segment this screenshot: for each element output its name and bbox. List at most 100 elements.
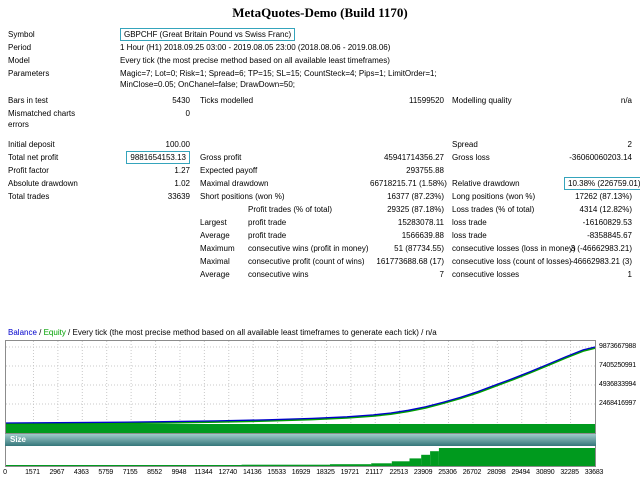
balance-equity-chart: Balance / Equity / Every tick (the most … <box>3 327 638 478</box>
row-value-3: 4314 (12.82%) <box>579 205 632 214</box>
row-label-2: Gross profit <box>200 153 242 162</box>
highlight-box: 9881654153.13 <box>126 151 190 164</box>
row-label: Period <box>8 43 32 52</box>
row-value-3 <box>564 107 632 130</box>
chart-legend: Balance / Equity / Every tick (the most … <box>8 327 437 339</box>
y-axis-label: 2468416997 <box>599 400 636 407</box>
x-axis-label: 22513 <box>389 469 408 476</box>
row-label: Model <box>8 56 30 65</box>
report-title: MetaQuotes-Demo (Build 1170) <box>232 5 408 20</box>
row-value-2 <box>370 138 444 151</box>
row-label-3: loss trade <box>452 231 487 240</box>
row-value-2: 161773688.68 (17) <box>376 257 444 266</box>
y-axis-label: 7405250991 <box>599 362 636 370</box>
row-label-2: consecutive wins (profit in money) <box>248 244 369 253</box>
x-axis-label: 28098 <box>487 469 506 476</box>
x-axis-label: 7155 <box>122 469 138 476</box>
report-row: Maximal consecutive profit (count of wins… <box>8 255 634 268</box>
legend-item: n/a <box>425 328 437 337</box>
report-row: Absolute drawdown 1.02 Maximal drawdown 667… <box>8 177 640 190</box>
row-label-2: Profit trades (% of total) <box>248 205 333 214</box>
row-label-2: Short positions (won %) <box>200 192 285 201</box>
row-value-3: 2 <box>627 140 632 149</box>
x-axis-label: 21117 <box>365 469 384 476</box>
x-axis-label: 19721 <box>340 469 360 476</box>
row-label-2: Maximal drawdown <box>200 179 269 188</box>
row-value: 33639 <box>167 192 190 201</box>
row-value-3: -36060060203.14 <box>569 153 632 162</box>
row-label: Absolute drawdown <box>8 179 78 188</box>
report-row: Largest profit trade 15283078.11 loss trade… <box>8 216 634 229</box>
row-label: Profit factor <box>8 166 49 175</box>
row-label <box>8 203 118 216</box>
row-label-2: Expected payoff <box>200 166 258 175</box>
size-panel <box>5 446 596 467</box>
chart-plot-area <box>5 340 596 434</box>
row-value <box>120 229 190 242</box>
x-axis-label: 0 <box>3 469 7 476</box>
row-label <box>8 216 118 229</box>
row-value-2: 11599520 <box>409 96 444 105</box>
report-row: Total net profit 9881654153.13 Gross profi… <box>8 151 634 164</box>
row-span-value: 1 Hour (H1) 2018.09.25 03:00 - 2019.08.0… <box>120 43 391 52</box>
report-row: Model Every tick (the most precise method… <box>8 54 634 67</box>
balance-line <box>5 346 596 424</box>
row-value-3: 17262 (87.13%) <box>575 192 632 201</box>
row-value-3: 10.38% (226759.01) <box>564 177 640 190</box>
row-label-3: consecutive losses <box>452 270 520 279</box>
highlight-box: 10.38% (226759.01) <box>564 177 640 190</box>
x-axis-label: 23909 <box>413 469 433 476</box>
row-span-value: Every tick (the most precise method base… <box>120 56 390 65</box>
row-value-2: 66718215.71 (1.58%) <box>370 179 447 188</box>
lot-size-bar <box>409 458 422 466</box>
legend-item: / <box>418 328 426 337</box>
row-prefix-label: Largest <box>200 218 227 227</box>
report-row: Initial deposit 100.00 Spread 2 <box>8 138 634 151</box>
report-row: Period 1 Hour (H1) 2018.09.25 03:00 - 201… <box>8 41 634 54</box>
y-axis-label: 4936833994 <box>599 381 636 389</box>
report-row: Profit trades (% of total) 29325 (87.18%)… <box>8 203 634 216</box>
lot-size-bar <box>438 448 595 466</box>
row-value <box>120 255 190 268</box>
row-value: 0 <box>185 109 190 118</box>
row-label-3: Spread <box>452 140 478 149</box>
x-axis-label: 4363 <box>73 469 89 476</box>
row-value <box>120 216 190 229</box>
x-axis-label: 1571 <box>25 469 40 476</box>
row-value-2: 15283078.11 <box>397 218 444 227</box>
row-value-3 <box>564 164 632 177</box>
row-value: 5430 <box>172 96 190 105</box>
row-value: 100.00 <box>165 140 190 149</box>
row-value-3: -8358845.67 <box>587 231 632 240</box>
row-prefix-label: Average <box>200 270 230 279</box>
row-value <box>120 268 190 281</box>
row-value-3: n/a <box>620 96 632 105</box>
row-value-2: 16377 (87.23%) <box>387 192 444 201</box>
row-span-value: Magic=7; Lot=0; Risk=1; Spread=6; TP=15;… <box>120 69 437 89</box>
x-axis: 0 1571 2967 4363 5759 7155 8552 9948 11344 12740 1… <box>3 469 603 478</box>
row-label: Symbol <box>8 30 35 39</box>
row-value: 9881654153.13 <box>120 151 190 164</box>
row-value-3: 1 <box>627 270 632 279</box>
row-prefix-label: Average <box>200 231 230 240</box>
row-value: 1.02 <box>174 179 190 188</box>
row-value-2: 51 (87734.55) <box>394 244 444 253</box>
x-axis-label: 18325 <box>316 469 335 476</box>
row-label <box>8 255 118 268</box>
report-row: Average consecutive wins 7 consecutive loss… <box>8 268 634 281</box>
row-label-3: loss trade <box>452 218 487 227</box>
row-label-3: consecutive losses (loss in money) <box>452 244 576 253</box>
highlight-box: GBPCHF (Great Britain Pound vs Swiss Fra… <box>120 28 296 41</box>
row-value <box>120 242 190 255</box>
size-panel-header: Size <box>5 434 596 446</box>
balance-curve-svg <box>5 341 596 433</box>
y-axis-label: 9873667988 <box>599 343 636 351</box>
row-label: Bars in test <box>8 96 49 105</box>
row-label-3: Modelling quality <box>452 96 512 105</box>
row-label <box>8 268 118 281</box>
x-axis-label: 2967 <box>49 469 65 476</box>
equity-line <box>5 347 596 425</box>
row-label-3 <box>446 107 562 130</box>
row-value: 1.27 <box>174 166 190 175</box>
